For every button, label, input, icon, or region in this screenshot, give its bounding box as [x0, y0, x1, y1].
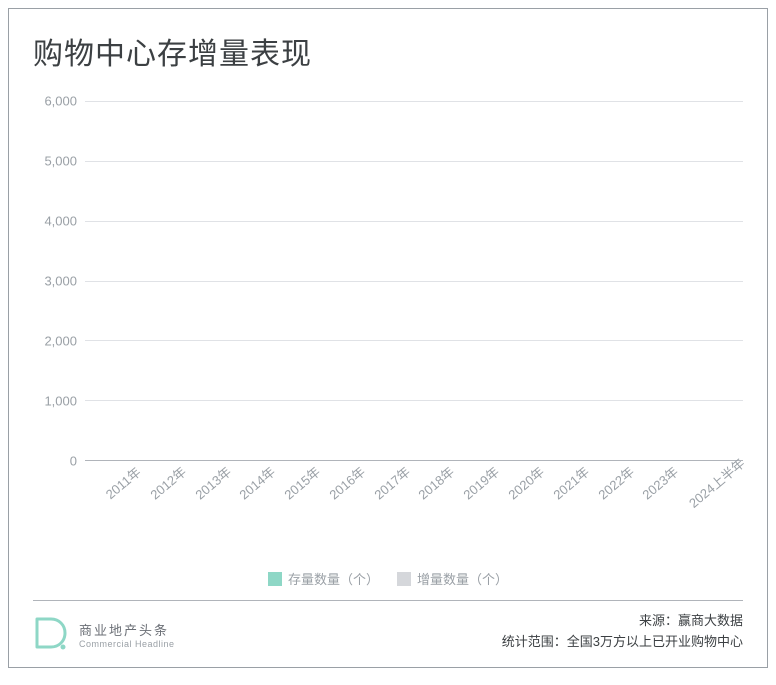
brand-name-cn: 商业地产头条	[79, 620, 175, 639]
x-tick-label: 2023年	[632, 455, 684, 504]
legend-item: 增量数量（个）	[397, 569, 508, 588]
x-tick-label: 2012年	[139, 455, 191, 504]
x-tick-label: 2017年	[363, 455, 415, 504]
y-axis: 01,0002,0003,0004,0005,0006,000	[33, 101, 85, 461]
grid-line	[85, 340, 743, 341]
legend-swatch	[268, 572, 282, 586]
x-tick-label: 2015年	[273, 455, 325, 504]
brand-name-en: Commercial Headline	[79, 639, 175, 649]
y-tick-label: 3,000	[44, 274, 77, 289]
grid-line	[85, 161, 743, 162]
x-tick-label: 2020年	[497, 455, 549, 504]
x-tick-label: 2016年	[318, 455, 370, 504]
brand-logo-icon	[33, 615, 71, 653]
x-tick-label: 2018年	[408, 455, 460, 504]
grid-line	[85, 281, 743, 282]
y-tick-label: 2,000	[44, 334, 77, 349]
chart-area: 01,0002,0003,0004,0005,0006,000 2011年201…	[33, 101, 743, 481]
legend-label: 增量数量（个）	[417, 569, 508, 588]
chart-title: 购物中心存增量表现	[33, 29, 743, 73]
x-tick-label: 2014年	[229, 455, 281, 504]
grid-line	[85, 101, 743, 102]
source-block: 来源：赢商大数据 统计范围：全国3万方以上已开业购物中心	[502, 611, 743, 653]
x-tick-label: 2021年	[542, 455, 594, 504]
legend-item: 存量数量（个）	[268, 569, 379, 588]
x-tick-label: 2019年	[452, 455, 504, 504]
y-tick-label: 0	[70, 454, 77, 469]
brand-block: 商业地产头条 Commercial Headline	[33, 615, 175, 653]
x-tick-label: 2022年	[587, 455, 639, 504]
grid-line	[85, 400, 743, 401]
x-tick-label: 2011年	[94, 455, 146, 504]
legend: 存量数量（个） 增量数量（个）	[33, 569, 743, 601]
footer: 商业地产头条 Commercial Headline 来源：赢商大数据 统计范围…	[33, 611, 743, 653]
legend-swatch	[397, 572, 411, 586]
x-tick-label: 2013年	[184, 455, 236, 504]
legend-label: 存量数量（个）	[288, 569, 379, 588]
y-tick-label: 5,000	[44, 154, 77, 169]
y-tick-label: 1,000	[44, 394, 77, 409]
source-line-1: 来源：赢商大数据	[502, 611, 743, 632]
chart-card: 购物中心存增量表现 0 1,000 2,000 3,000 4,000 5,000 6,00…	[8, 8, 768, 668]
grid-line	[85, 221, 743, 222]
y-tick-label: 6,000	[44, 94, 77, 109]
x-axis: 2011年2012年2013年2014年2015年2016年2017年2018年…	[85, 465, 743, 492]
y-tick-label: 4,000	[44, 214, 77, 229]
source-line-2: 统计范围：全国3万方以上已开业购物中心	[502, 632, 743, 653]
brand-text: 商业地产头条 Commercial Headline	[79, 620, 175, 649]
plot-area	[85, 101, 743, 461]
